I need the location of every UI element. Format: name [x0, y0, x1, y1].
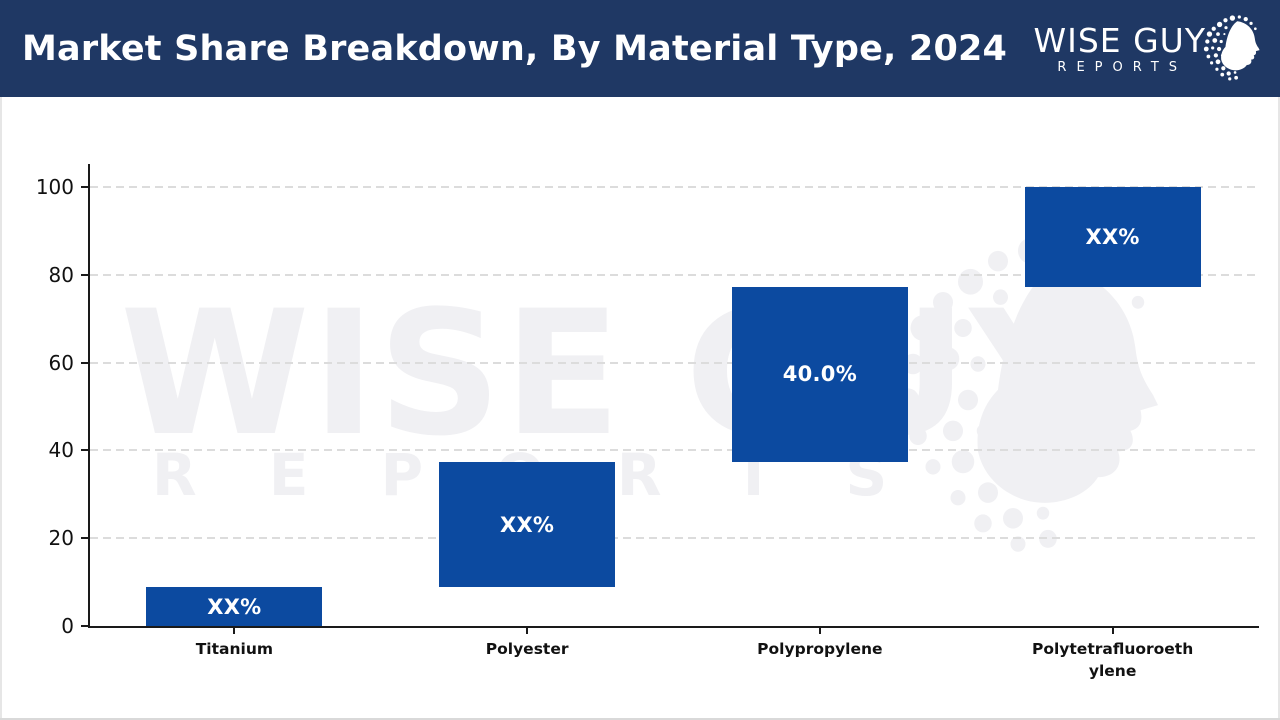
wiseguy-head-icon	[1203, 14, 1260, 80]
bar-titanium: XX%	[146, 587, 323, 626]
x-category-label: Polyester	[485, 640, 569, 658]
x-tick	[1111, 628, 1114, 634]
bar-value-label: XX%	[499, 512, 555, 537]
y-tick	[81, 273, 88, 276]
wiseguy-logo: WISE GUY REPORTS	[1033, 9, 1266, 89]
bar-polypropylene: 40.0%	[731, 286, 908, 463]
y-axis-line	[88, 164, 90, 628]
bar-polytetrafluoroethylene: XX%	[1024, 187, 1201, 287]
bar-value-label: XX%	[1085, 224, 1140, 249]
header-bar: Market Share Breakdown, By Material Type…	[0, 0, 1280, 97]
gridline-y-40	[90, 449, 1259, 452]
x-category-label: Polytetrafluoroeth ylene	[1031, 640, 1194, 680]
bar-polyester: XX%	[439, 462, 616, 588]
y-tick	[81, 537, 88, 540]
x-tick	[818, 628, 821, 634]
bar-value-label: XX%	[207, 594, 262, 619]
y-tick-label: 60	[48, 350, 74, 375]
y-tick-label: 80	[48, 262, 74, 287]
x-category-label: Polypropylene	[757, 640, 883, 658]
logo-subtext: REPORTS	[1057, 59, 1188, 75]
gridline-y-20	[90, 537, 1259, 540]
page-title: Market Share Breakdown, By Material Type…	[22, 28, 1008, 69]
y-tick	[81, 449, 88, 452]
logo-text: WISE GUY REPORTS	[1033, 24, 1206, 74]
gridline-y-100	[90, 186, 1259, 188]
y-tick-label: 100	[35, 175, 74, 199]
y-tick-label: 20	[48, 526, 74, 551]
x-category-label: Titanium	[195, 640, 274, 658]
y-tick	[81, 186, 88, 188]
y-tick	[81, 625, 88, 627]
gridline-y-60	[90, 361, 1259, 364]
gridline-y-80	[90, 273, 1259, 276]
y-tick-label: 0	[61, 614, 74, 638]
y-tick-label: 40	[48, 438, 74, 463]
logo-wordmark: WISE GUY	[1033, 20, 1206, 60]
bar-value-label: 40.0%	[782, 362, 858, 387]
x-tick	[233, 628, 236, 634]
x-tick	[526, 628, 529, 634]
y-tick	[81, 361, 88, 364]
x-axis-line	[88, 626, 1259, 628]
